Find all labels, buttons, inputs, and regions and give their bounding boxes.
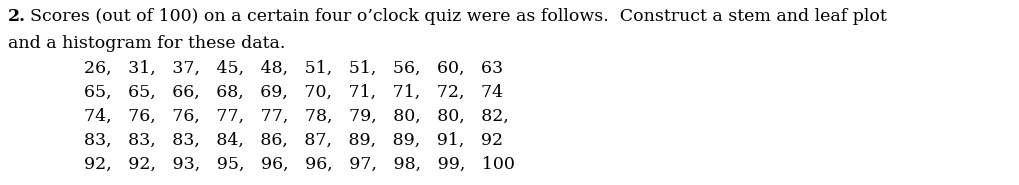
Text: 74,   76,   76,   77,   77,   78,   79,   80,   80,   82,: 74, 76, 76, 77, 77, 78, 79, 80, 80, 82, [84,108,508,125]
Text: 83,   83,   83,   84,   86,   87,   89,   89,   91,   92: 83, 83, 83, 84, 86, 87, 89, 89, 91, 92 [84,132,503,149]
Text: and a histogram for these data.: and a histogram for these data. [8,35,285,52]
Text: 26,   31,   37,   45,   48,   51,   51,   56,   60,   63: 26, 31, 37, 45, 48, 51, 51, 56, 60, 63 [84,60,503,77]
Text: Scores (out of 100) on a certain four o’clock quiz were as follows.  Construct a: Scores (out of 100) on a certain four o’… [30,8,887,25]
Text: 65,   65,   66,   68,   69,   70,   71,   71,   72,   74: 65, 65, 66, 68, 69, 70, 71, 71, 72, 74 [84,84,503,101]
Text: 92,   92,   93,   95,   96,   96,   97,   98,   99,   100: 92, 92, 93, 95, 96, 96, 97, 98, 99, 100 [84,156,515,173]
Text: 2.: 2. [8,8,26,25]
